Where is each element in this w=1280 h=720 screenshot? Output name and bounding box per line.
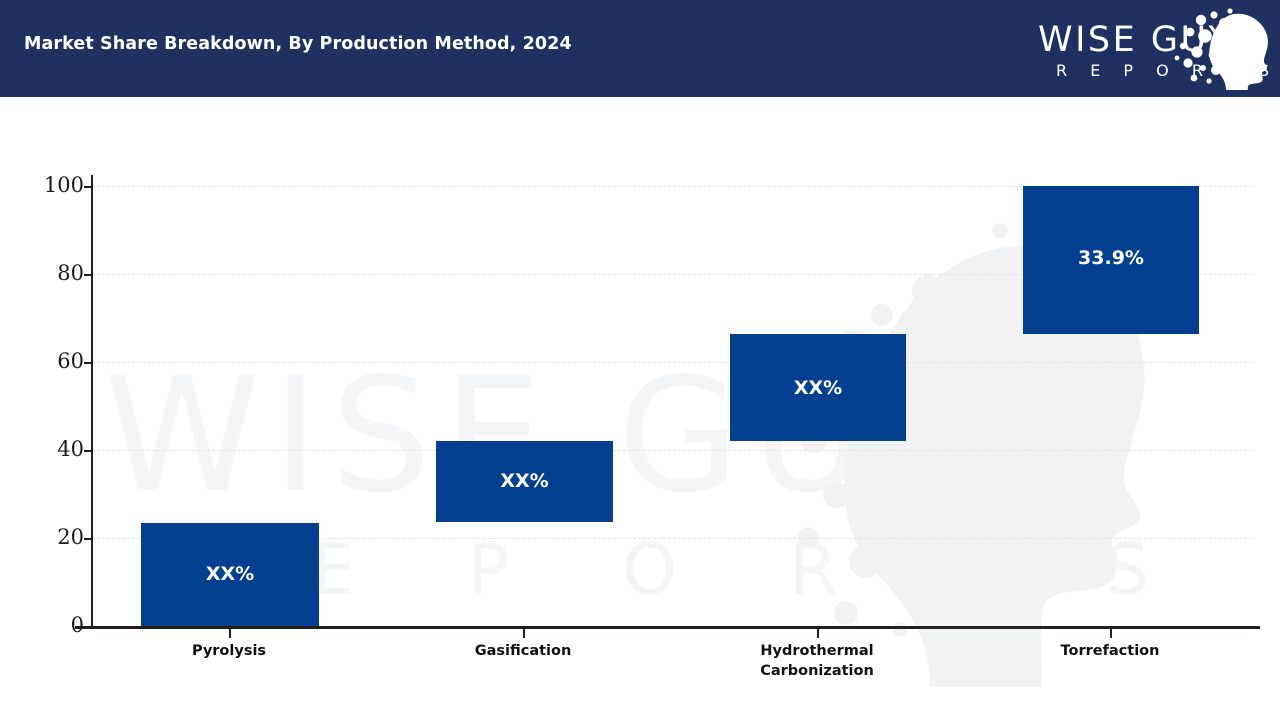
y-tick-label-60: 60 — [57, 349, 84, 373]
y-tick-label-100: 100 — [43, 173, 84, 197]
x-tick-mark-torrefaction — [1110, 628, 1112, 638]
bar-label-torrefaction: 33.9% — [1078, 247, 1144, 269]
y-axis-line — [91, 175, 94, 629]
x-tick-label-line: Gasification — [474, 643, 572, 659]
gridline-100 — [92, 186, 1252, 187]
gridline-20 — [92, 538, 1252, 539]
page-title: Market Share Breakdown, By Production Me… — [24, 34, 572, 54]
bar-label-pyrolysis: XX% — [205, 563, 255, 585]
y-tick-mark-20 — [84, 538, 93, 540]
dotted-head-profile-icon — [1174, 8, 1268, 90]
x-tick-label-line: Carbonization — [760, 663, 874, 679]
y-tick-mark-60 — [84, 362, 93, 364]
gridline-80 — [92, 274, 1252, 275]
x-tick-label-pyrolysis: Pyrolysis — [129, 641, 329, 661]
x-tick-label-hydrothermal-carbonization: Hydrothermal Carbonization — [717, 641, 917, 681]
x-axis-line — [75, 626, 1260, 629]
bar-pyrolysis[interactable] — [141, 523, 319, 626]
x-tick-label-torrefaction: Torrefaction — [1010, 641, 1210, 661]
x-tick-mark-pyrolysis — [229, 628, 231, 638]
page-header: Market Share Breakdown, By Production Me… — [0, 0, 1280, 97]
bar-label-gasification: XX% — [500, 470, 549, 492]
x-tick-label-line: Torrefaction — [1060, 643, 1160, 659]
x-tick-mark-gasification — [523, 628, 525, 638]
bar-torrefaction[interactable] — [1023, 186, 1199, 334]
bar-hydrothermal-carbonization[interactable] — [730, 334, 906, 441]
x-tick-label-line: Hydrothermal — [760, 643, 874, 659]
y-tick-mark-0 — [84, 626, 93, 628]
x-tick-label-gasification: Gasification — [423, 641, 623, 661]
x-tick-label-line: Pyrolysis — [191, 643, 267, 659]
bar-gasification[interactable] — [436, 441, 613, 522]
brand-logo: WISE GUY R E P O R T S — [998, 6, 1276, 92]
y-tick-mark-100 — [84, 186, 93, 188]
bar-label-hydrothermal-carbonization: XX% — [793, 377, 843, 399]
y-tick-mark-80 — [84, 274, 93, 276]
y-tick-label-0: 0 — [70, 613, 84, 637]
plot-area: 100 80 60 40 20 0 XX% XX% XX% 33.9% Pyro… — [0, 97, 1280, 720]
y-tick-label-80: 80 — [57, 261, 84, 285]
gridline-60 — [92, 362, 1252, 363]
y-tick-label-20: 20 — [57, 525, 84, 549]
gridline-40 — [92, 450, 1252, 451]
x-tick-mark-hydrothermal-carbonization — [817, 628, 819, 638]
y-tick-mark-40 — [84, 450, 93, 452]
y-tick-label-40: 40 — [57, 437, 84, 461]
chart-canvas: WISE GUY R E P O R T S — [0, 97, 1280, 720]
